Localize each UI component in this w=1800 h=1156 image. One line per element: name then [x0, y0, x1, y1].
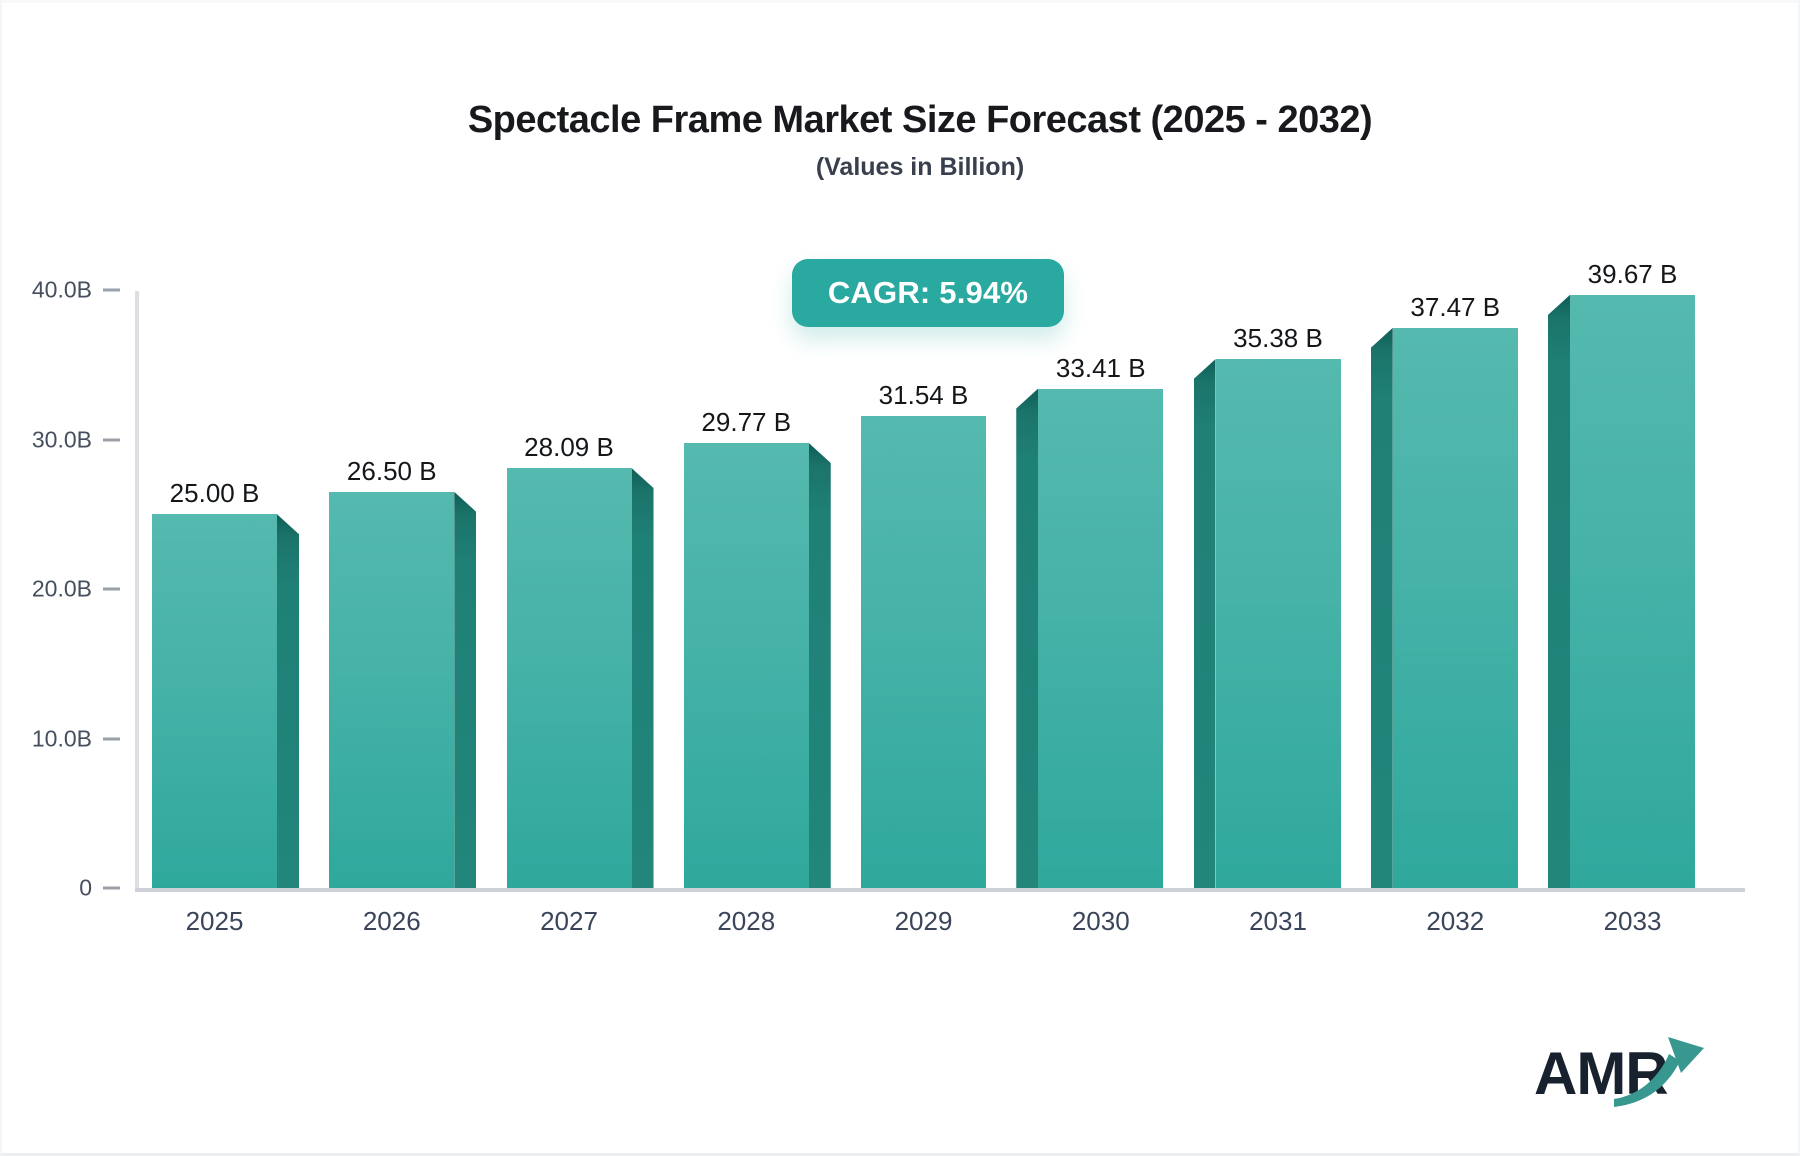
bar-value-label: 37.47 B [1410, 291, 1501, 322]
y-tick-label: 10.0B [31, 725, 92, 751]
y-tick-mark [103, 886, 120, 890]
x-axis-label: 2033 [1603, 906, 1662, 936]
y-tick-mark [103, 737, 120, 740]
x-axis-label: 2026 [362, 906, 421, 936]
cagr-badge: CAGR: 5.94% [792, 259, 1064, 327]
x-axis-label: 2032 [1426, 906, 1485, 936]
growth-arrow-icon [1614, 1037, 1704, 1107]
y-axis-line [135, 291, 139, 892]
bar-side-face [454, 491, 477, 888]
x-axis-label: 2031 [1249, 906, 1307, 936]
bar-2029 [861, 416, 986, 888]
x-axis-label: 2029 [894, 906, 953, 936]
bar-2033 [1570, 294, 1695, 888]
bar-value-label: 28.09 B [524, 432, 614, 463]
bar-side-face [1016, 388, 1039, 888]
y-tick-mark [103, 438, 120, 441]
bar-2026 [329, 491, 455, 888]
y-tick-label: 20.0B [31, 575, 92, 602]
y-tick-label: 30.0B [31, 426, 92, 452]
bar-value-label: 26.50 B [346, 455, 437, 486]
bar-2028 [683, 442, 809, 888]
bar-value-label: 33.41 B [1055, 352, 1146, 383]
chart-subtitle: (Values in Billion) [815, 153, 1025, 181]
bar-2027 [506, 468, 632, 888]
bar-side-face [277, 514, 299, 888]
bar-side-face [1193, 359, 1216, 888]
bar-value-label: 31.54 B [878, 380, 969, 411]
chart-title: Spectacle Frame Market Size Forecast (20… [467, 99, 1373, 141]
bar-value-label: 29.77 B [701, 406, 792, 437]
y-tick-mark [103, 587, 120, 591]
y-tick-label: 40.0B [31, 276, 92, 303]
bar-2030 [1038, 388, 1164, 888]
bar-2031 [1215, 359, 1341, 888]
bar-side-face [808, 442, 831, 888]
y-tick-label: 0 [79, 874, 92, 901]
x-axis-label: 2030 [1071, 906, 1130, 936]
bar-value-label: 25.00 B [169, 478, 260, 509]
bar-side-face [631, 468, 654, 888]
amr-logo: AMR [1534, 1033, 1714, 1123]
bar-2032 [1392, 327, 1518, 888]
x-axis-label: 2025 [185, 906, 244, 936]
x-axis-line [135, 888, 1745, 892]
bar-value-label: 35.38 B [1233, 323, 1323, 354]
x-axis-label: 2028 [717, 906, 776, 936]
x-axis-label: 2027 [540, 906, 598, 936]
bar-side-face [1370, 327, 1393, 888]
bar-2025 [152, 514, 277, 888]
y-tick-mark [103, 288, 120, 292]
bar-value-label: 39.67 B [1587, 258, 1678, 289]
bar-side-face [1548, 294, 1570, 888]
